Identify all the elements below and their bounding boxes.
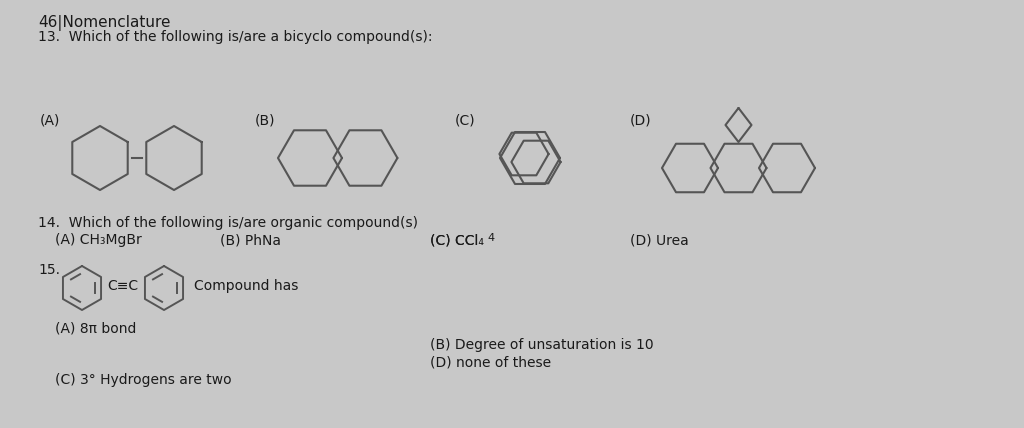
Text: 14.  Which of the following is/are organic compound(s): 14. Which of the following is/are organi… (38, 216, 418, 230)
Text: (C) CCl: (C) CCl (430, 233, 478, 247)
Text: (D) Urea: (D) Urea (630, 233, 689, 247)
Text: (A) 8π bond: (A) 8π bond (55, 322, 136, 336)
Text: (B) Degree of unsaturation is 10: (B) Degree of unsaturation is 10 (430, 338, 653, 352)
Text: (B): (B) (255, 113, 275, 127)
Text: (B) PhNa: (B) PhNa (220, 233, 281, 247)
Text: Compound has: Compound has (194, 279, 298, 293)
Text: 15.: 15. (38, 263, 60, 277)
Text: (C): (C) (455, 113, 475, 127)
Text: (D): (D) (630, 113, 651, 127)
Text: (A): (A) (40, 113, 60, 127)
Text: 4: 4 (487, 233, 495, 243)
Text: 46|Nomenclature: 46|Nomenclature (38, 15, 171, 31)
Text: 13.  Which of the following is/are a bicyclo compound(s):: 13. Which of the following is/are a bicy… (38, 30, 432, 44)
Text: (A) CH₃MgBr: (A) CH₃MgBr (55, 233, 141, 247)
Text: (D) none of these: (D) none of these (430, 356, 551, 370)
Text: (C) CCl₄: (C) CCl₄ (430, 233, 484, 247)
Text: C≡C: C≡C (108, 279, 138, 293)
Text: (C) 3° Hydrogens are two: (C) 3° Hydrogens are two (55, 373, 231, 387)
